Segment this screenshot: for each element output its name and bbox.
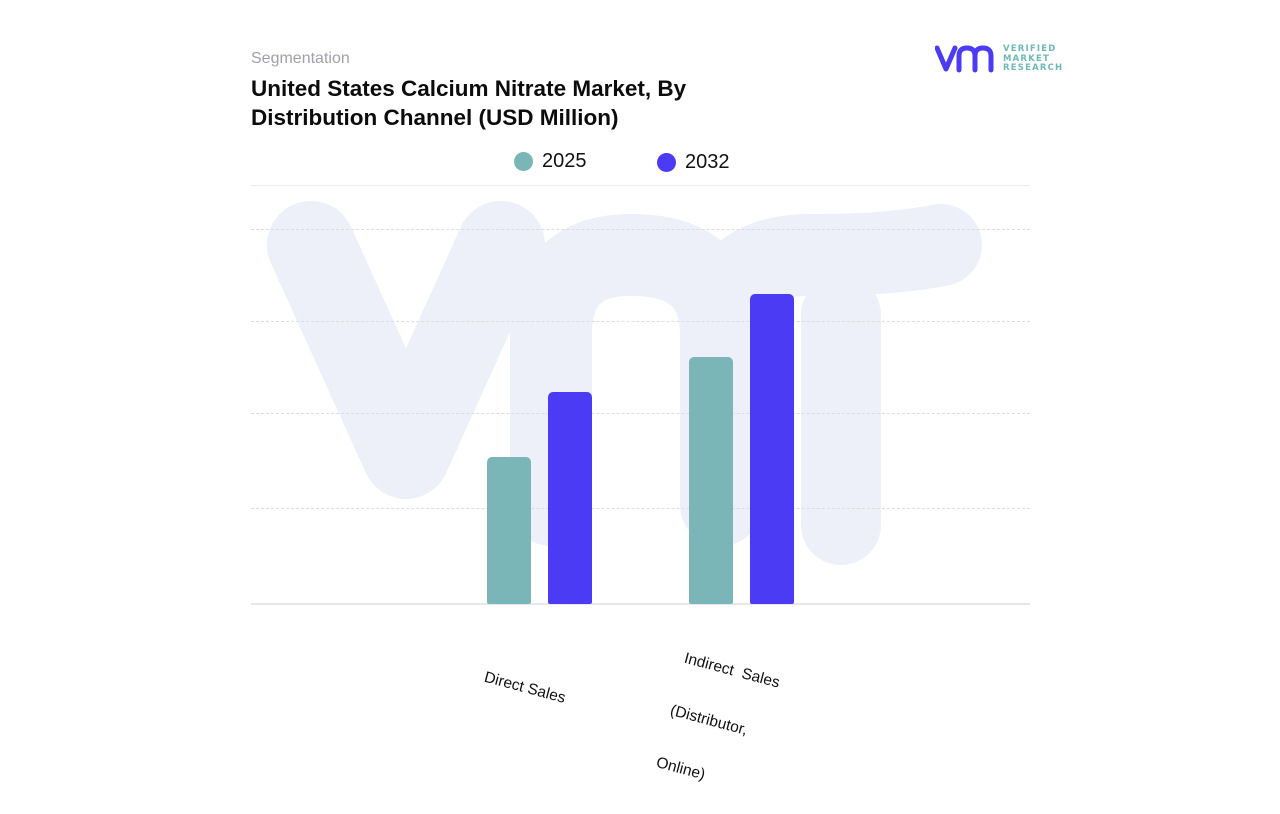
chart-title-line1: United States Calcium Nitrate Market, By [251, 76, 687, 101]
gridline [251, 508, 1030, 509]
plot-area [251, 185, 1030, 605]
gridline [251, 229, 1030, 230]
vmr-watermark-icon [267, 201, 982, 565]
vmr-logo-icon [934, 45, 994, 73]
legend-item-2032[interactable]: 2032 [657, 151, 730, 174]
x-axis-baseline [251, 603, 1030, 605]
gridline [251, 321, 1030, 322]
gridline [251, 413, 1030, 414]
chart-legend: 2025 2032 [0, 148, 1280, 176]
chart-title-line2: Distribution Channel (USD Million) [251, 105, 619, 130]
legend-dot-2025-icon [514, 152, 533, 171]
chart-title: United States Calcium Nitrate Market, By… [251, 74, 811, 132]
bar-direct-sales-2025[interactable] [487, 457, 531, 604]
x-label-direct-sales: Direct Sales [482, 668, 568, 707]
brand-logo: VERIFIED MARKET RESEARCH [934, 44, 1065, 76]
bar-indirect-sales-2032[interactable] [750, 294, 794, 604]
legend-item-2025[interactable]: 2025 [514, 150, 587, 173]
bar-direct-sales-2032[interactable] [548, 392, 592, 604]
plot-top-border [251, 185, 1030, 186]
bar-indirect-sales-2025[interactable] [689, 357, 733, 604]
chart-subtitle: Segmentation [251, 50, 350, 67]
legend-dot-2032-icon [657, 153, 676, 172]
logo-wordmark: VERIFIED MARKET RESEARCH [1003, 44, 1064, 73]
x-label-indirect-sales: Indirect Sales (Distributor, Online) [654, 649, 782, 784]
